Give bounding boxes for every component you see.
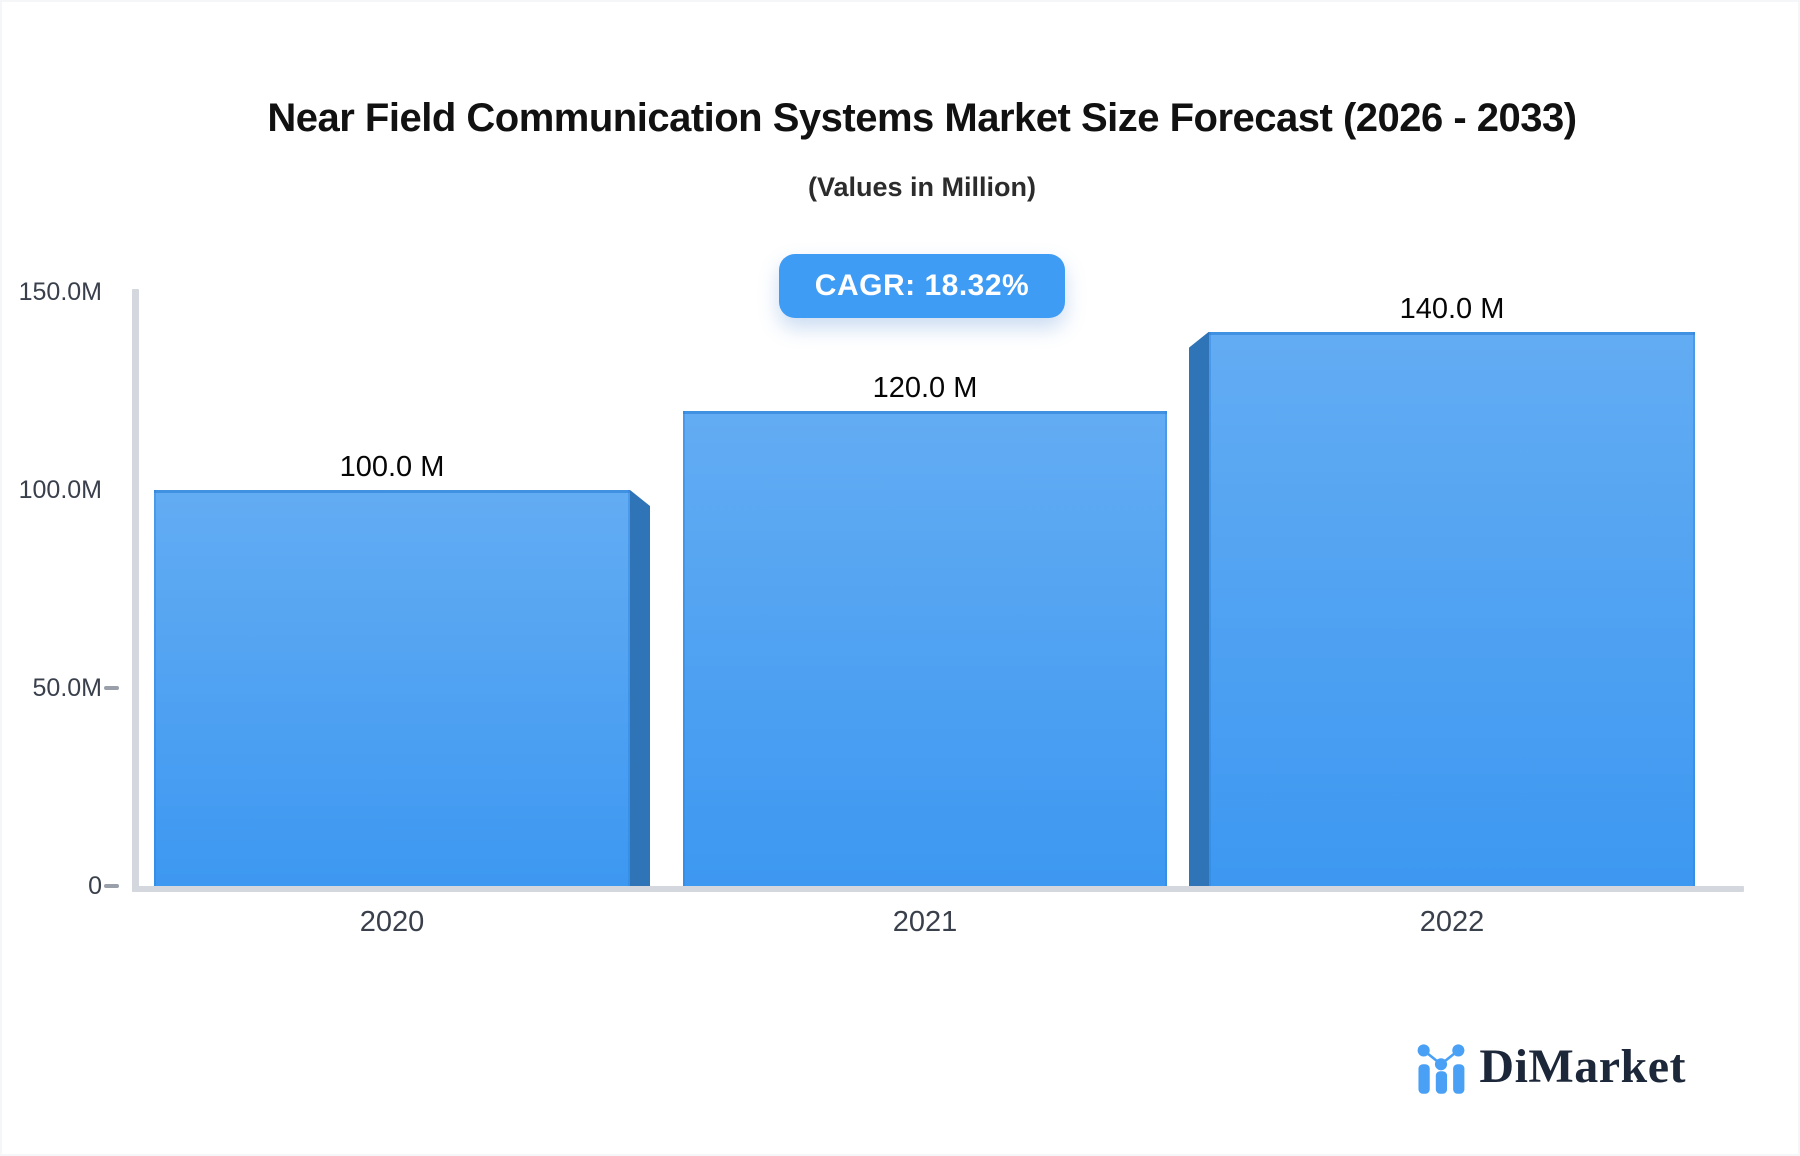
bar-2020[interactable] (154, 490, 630, 886)
brand-logo: DiMarket (1415, 1038, 1686, 1094)
bar-2021[interactable] (683, 410, 1167, 886)
bar-3d-side (1189, 331, 1209, 886)
x-tick-label: 2021 (892, 906, 958, 938)
y-tick-mark (104, 686, 119, 690)
bar-line-chart-icon (1418, 1044, 1465, 1094)
bar-value-label: 100.0 M (339, 451, 445, 483)
y-axis-line (132, 289, 139, 892)
x-tick-label: 2020 (359, 906, 425, 938)
chart-subtitle: (Values in Million) (807, 172, 1037, 202)
y-tick-label: 100.0M (18, 476, 102, 504)
y-tick-label: 50.0M (32, 674, 102, 702)
chart-title: Near Field Communication Systems Market … (267, 96, 1577, 140)
brand-name: DiMarket (1479, 1039, 1686, 1093)
bar-value-label: 140.0 M (1399, 292, 1505, 325)
y-tick-label: 150.0M (18, 278, 102, 306)
bar-3d-side (630, 490, 650, 886)
x-tick-label: 2022 (1419, 906, 1485, 938)
y-tick-mark (104, 884, 119, 888)
cagr-badge: CAGR: 18.32% (778, 254, 1066, 318)
bar-value-label: 120.0 M (872, 371, 978, 404)
y-tick-label: 0 (88, 872, 102, 900)
x-axis-line (132, 886, 1744, 892)
bar-2022[interactable] (1209, 331, 1695, 886)
